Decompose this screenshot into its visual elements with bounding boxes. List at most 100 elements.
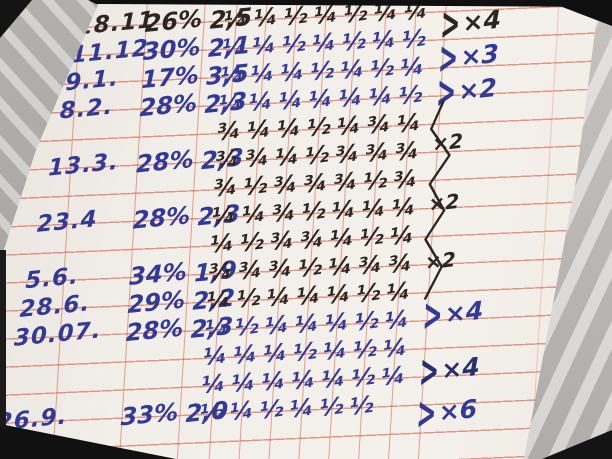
percent-cell: 28% xyxy=(125,313,184,348)
fraction-cell: ¼ xyxy=(389,221,415,252)
fraction-cell: ¾ xyxy=(387,249,413,280)
fraction-cell: ½ xyxy=(343,0,368,29)
fraction-cell: ¾ xyxy=(214,145,240,175)
date-cell: 9.1. xyxy=(65,65,119,97)
fraction-cell: ½ xyxy=(283,2,309,32)
fraction-cell: ¼ xyxy=(382,334,408,364)
fraction-cell: ¼ xyxy=(249,59,275,90)
fraction-cell: ½ xyxy=(235,284,261,314)
fraction-cell: ½ xyxy=(292,338,318,368)
fraction-cell: ¼ xyxy=(232,340,258,371)
fraction-cell: ½ xyxy=(348,391,374,422)
fraction-cell: ¼ xyxy=(219,60,245,91)
multiplier-annotation: >×4 xyxy=(417,346,480,398)
fraction-cell: ½ xyxy=(401,25,427,55)
fraction-cell: ½ xyxy=(234,312,260,342)
fraction-cell: ¾ xyxy=(216,117,242,147)
fraction-cell: ¾ xyxy=(207,257,233,288)
fraction-cell: ¼ xyxy=(385,277,411,308)
fraction-cell: ¼ xyxy=(290,366,316,396)
date-cell: 28.6. xyxy=(19,290,91,324)
fraction-cell: ¾ xyxy=(334,140,360,170)
fraction-cell: ¼ xyxy=(221,32,247,63)
fraction-cell: ¼ xyxy=(253,3,279,33)
fraction-cell: ¼ xyxy=(371,26,397,56)
multiplier-label: ×3 xyxy=(460,38,499,73)
fraction-cell: ¼ xyxy=(396,109,422,139)
fraction-cell: ¼ xyxy=(322,336,348,367)
multiplier-label: ×6 xyxy=(438,394,478,428)
fraction-cell: ¼ xyxy=(329,224,355,254)
multiplier-label: ×4 xyxy=(462,4,501,38)
fraction-cell: ½ xyxy=(397,81,423,111)
fraction-cell: ¾ xyxy=(394,137,420,167)
multiplier-label: ×4 xyxy=(441,351,480,386)
fraction-cell: ¾ xyxy=(392,165,418,195)
fraction-cell: ½ xyxy=(306,113,332,143)
fraction-cell: ½ xyxy=(281,30,307,60)
fraction-cell: ¼ xyxy=(337,83,363,114)
fraction-cell: ¾ xyxy=(299,225,325,256)
fraction-cell: ¼ xyxy=(330,196,356,226)
fraction-cell: ¾ xyxy=(366,110,392,141)
fraction-cell: ¼ xyxy=(320,364,346,395)
fraction-cell: ¼ xyxy=(223,4,249,35)
fraction-cell: ¾ xyxy=(271,198,296,229)
fraction-cell: ¼ xyxy=(288,394,314,424)
fraction-cell: ¼ xyxy=(265,283,291,313)
fraction-cell: ½ xyxy=(239,228,265,258)
fraction-cell: ¼ xyxy=(251,31,277,61)
fraction-cell: ¼ xyxy=(307,85,333,115)
fraction-cell: ¼ xyxy=(260,367,286,397)
fraction-cell: ¼ xyxy=(205,285,231,316)
fraction-cell: ½ xyxy=(318,392,344,423)
fraction-cell: ¾ xyxy=(364,138,390,169)
fraction-cell: ¼ xyxy=(311,28,337,59)
fraction-cell: ¼ xyxy=(217,89,243,119)
fraction-cell: ¼ xyxy=(241,200,267,230)
fraction-cell: ¾ xyxy=(267,255,293,285)
fraction-cell: ¼ xyxy=(402,0,428,27)
fraction-cell: ¼ xyxy=(295,281,321,312)
fraction-cell: ¼ xyxy=(380,362,406,392)
fraction-cell: ¾ xyxy=(244,143,270,174)
fraction-cell: ¼ xyxy=(313,0,338,31)
fraction-cell: ½ xyxy=(350,363,376,393)
fraction-cell: ½ xyxy=(301,197,326,227)
fraction-cell: ¼ xyxy=(384,306,410,336)
fraction-cell: ½ xyxy=(309,57,335,87)
fraction-cell: ¼ xyxy=(247,87,273,118)
fraction-cell: ½ xyxy=(297,253,323,284)
fraction-cell: ¼ xyxy=(336,111,362,142)
fraction-cell: ¼ xyxy=(209,229,235,259)
date-cell: 30.07. xyxy=(13,317,102,352)
fraction-cell: ¾ xyxy=(357,251,383,281)
fraction-cell: ½ xyxy=(354,307,380,337)
fraction-cell: ¼ xyxy=(230,368,256,399)
fraction-cell: ¼ xyxy=(399,53,425,83)
fraction-cell: ¾ xyxy=(269,226,295,257)
fraction-cell: ¾ xyxy=(332,168,358,198)
fraction-cell: ½ xyxy=(352,335,378,365)
fraction-cell: ¼ xyxy=(367,82,393,112)
fraction-cell: ¼ xyxy=(372,0,398,28)
fraction-cell: ¼ xyxy=(339,55,365,86)
fraction-cell: ½ xyxy=(242,172,268,202)
fraction-cell: ½ xyxy=(359,223,385,253)
date-cell: 5.6. xyxy=(25,263,79,295)
percent-cell: 33% xyxy=(120,397,179,432)
fraction-cell: ¼ xyxy=(277,86,303,116)
fraction-cell: ¼ xyxy=(274,142,300,173)
fraction-cell: ¼ xyxy=(279,58,305,88)
percent-cell: 28% xyxy=(136,144,195,179)
fraction-cell: ½ xyxy=(369,54,395,84)
fraction-cell: ½ xyxy=(341,27,367,58)
fraction-cell: ½ xyxy=(259,395,284,425)
percent-cell: 28% xyxy=(132,201,191,235)
fraction-cell: ¼ xyxy=(200,370,226,400)
fraction-cell: ¼ xyxy=(202,342,228,372)
fraction-cell: ¼ xyxy=(262,339,288,369)
